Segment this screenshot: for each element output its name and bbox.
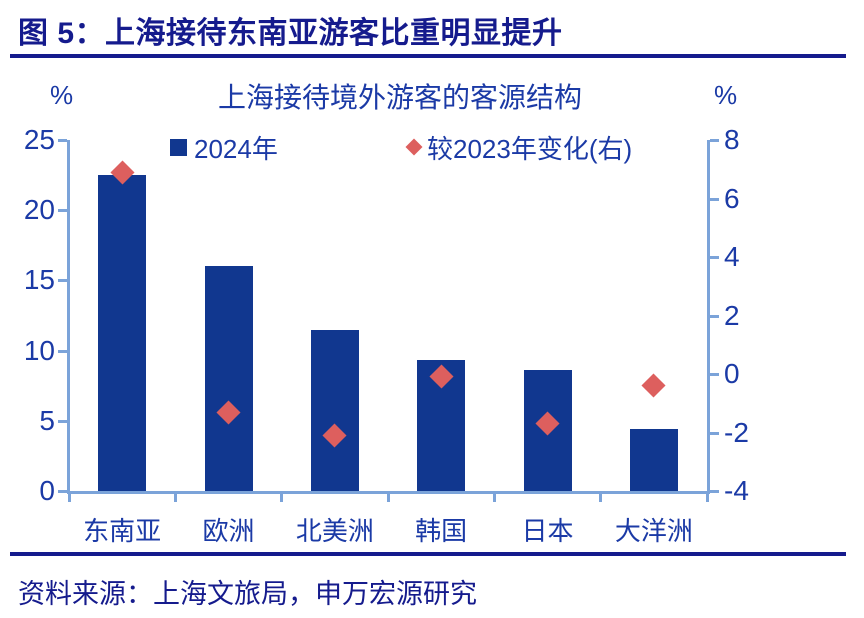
right-axis-tick xyxy=(710,256,719,259)
legend-item-2024: 2024年 xyxy=(170,133,278,164)
left-axis-tick-label: 25 xyxy=(23,124,55,155)
left-axis-tick xyxy=(58,419,67,423)
x-axis-tick xyxy=(705,494,709,502)
x-axis-tick xyxy=(173,494,177,502)
left-axis-tick xyxy=(58,209,67,213)
bar-欧洲 xyxy=(204,266,253,491)
right-axis-line xyxy=(707,140,710,494)
right-axis-tick xyxy=(710,197,719,201)
category-label-日本: 日本 xyxy=(521,516,574,546)
category-label-东南亚: 东南亚 xyxy=(83,516,162,546)
right-axis-tick xyxy=(710,139,719,142)
figure-title: 图 5：上海接待东南亚游客比重明显提升 xyxy=(18,17,563,50)
left-axis-unit: % xyxy=(50,80,74,110)
x-axis-line xyxy=(67,491,710,494)
right-axis-tick xyxy=(710,314,719,318)
x-axis-tick xyxy=(386,494,390,502)
category-label-欧洲: 欧洲 xyxy=(202,516,255,546)
left-axis-tick-label: 15 xyxy=(23,264,55,296)
legend-label: 较2023年变化(右) xyxy=(427,133,633,164)
source-note: 资料来源：上海文旅局，申万宏源研究 xyxy=(18,579,477,609)
right-axis-tick-label: -2 xyxy=(724,416,749,448)
legend-label: 2024年 xyxy=(194,133,278,164)
left-axis-tick xyxy=(58,279,67,283)
left-axis-line xyxy=(67,140,70,494)
category-label-大洋洲: 大洋洲 xyxy=(614,516,693,546)
right-axis-tick xyxy=(710,373,719,376)
right-axis-tick-label: 6 xyxy=(724,182,740,214)
left-axis-tick-label: 0 xyxy=(39,475,55,506)
bar-legend-marker-icon xyxy=(170,138,187,156)
right-axis-tick-label: 0 xyxy=(724,358,740,389)
left-axis-tick xyxy=(58,490,67,493)
right-axis-tick xyxy=(710,431,719,435)
x-axis-tick xyxy=(492,494,496,502)
bar-东南亚 xyxy=(98,175,147,491)
figure-bottom-rule xyxy=(10,552,846,556)
right-axis-tick-label: 8 xyxy=(724,124,740,155)
right-axis-tick-label: 4 xyxy=(724,241,740,272)
right-axis-unit: % xyxy=(714,80,738,110)
legend-item-change: 较2023年变化(右) xyxy=(405,133,632,164)
x-axis-tick xyxy=(67,494,71,502)
left-axis-tick-label: 5 xyxy=(39,404,55,436)
bar-北美洲 xyxy=(310,329,359,491)
left-axis-tick xyxy=(58,139,67,142)
diamond-大洋洲 xyxy=(641,373,666,398)
title-underline xyxy=(10,54,846,58)
left-axis-tick xyxy=(58,349,67,353)
right-axis-tick-label: 2 xyxy=(724,299,740,331)
bar-大洋洲 xyxy=(629,429,678,491)
category-label-韩国: 韩国 xyxy=(415,516,468,546)
left-axis-tick-label: 20 xyxy=(23,194,55,226)
left-axis-tick-label: 10 xyxy=(23,334,55,366)
x-axis-tick xyxy=(280,494,284,502)
category-label-北美洲: 北美洲 xyxy=(295,516,374,546)
x-axis-tick xyxy=(599,494,603,502)
right-axis-tick-label: -4 xyxy=(724,475,749,506)
chart-title: 上海接待境外游客的客源结构 xyxy=(217,82,582,113)
right-axis-tick xyxy=(710,490,719,493)
